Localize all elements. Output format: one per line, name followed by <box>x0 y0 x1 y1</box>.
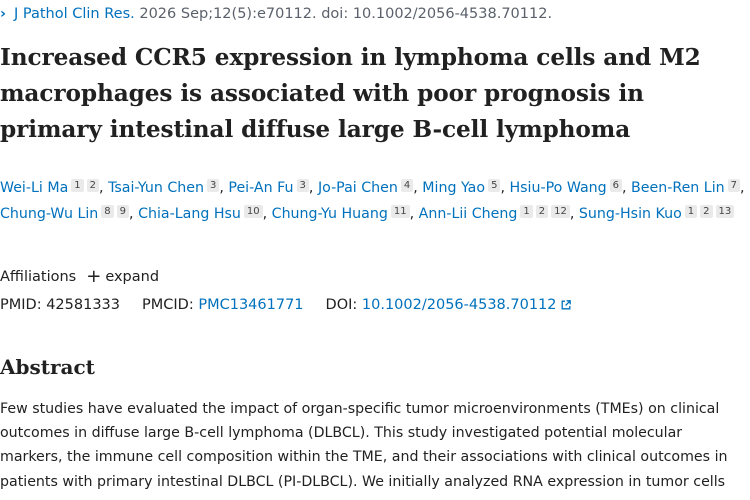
affiliation-badge[interactable]: 3 <box>296 179 309 192</box>
author-link[interactable]: Tsai-Yun Chen <box>108 180 204 196</box>
author-link[interactable]: Chung-Wu Lin <box>0 205 99 222</box>
affiliation-badge[interactable]: 1 <box>71 179 84 192</box>
abstract-line: outcomes in diffuse large B-cell lymphom… <box>0 425 683 442</box>
affiliation-badge[interactable]: 10 <box>243 204 263 218</box>
pmid-value: 42581333 <box>46 297 121 313</box>
author-link[interactable]: Chia-Lang Hsu <box>138 205 241 222</box>
title-line: macrophages is associated with poor prog… <box>0 80 644 107</box>
author-item: Tsai-Yun Chen 3 <box>108 179 220 196</box>
affiliation-badge[interactable]: 1 <box>520 204 533 218</box>
affiliation-badge[interactable]: 12 <box>551 204 570 218</box>
article-title: Increased CCR5 expression in lymphoma ce… <box>0 40 750 148</box>
abstract-line: markers, the immune cell composition wit… <box>0 449 728 466</box>
author-item: Wei-Li Ma 1 2 <box>0 179 100 196</box>
citation-line: › J Pathol Clin Res. 2026 Sep;12(5):e7011… <box>0 3 552 25</box>
affiliation-badge[interactable]: 1 <box>684 204 698 218</box>
author-item: Sung-Hsin Kuo 1 2 13 <box>578 204 735 222</box>
author-link[interactable]: Sung-Hsin Kuo <box>578 205 682 222</box>
plus-icon[interactable]: + <box>86 266 102 287</box>
author-link[interactable]: Ming Yao <box>422 180 486 196</box>
author-list: Wei-Li Ma 1 2, Tsai-Yun Chen 3, Pei-An Fu 3,… <box>0 179 745 222</box>
author-link[interactable]: Ann-Lii Cheng <box>418 205 518 222</box>
journal-link[interactable]: J Pathol Clin Res. <box>14 6 135 22</box>
affiliation-badge[interactable]: 2 <box>535 204 549 218</box>
abstract-line: patients with primary intestinal DLBCL (… <box>0 473 726 490</box>
pmid-label: PMID: <box>0 297 42 313</box>
abstract-text: Few studies have evaluated the impact of… <box>0 397 750 494</box>
affiliation-badge[interactable]: 7 <box>727 179 741 192</box>
title-line: Increased CCR5 expression in lymphoma ce… <box>0 44 701 71</box>
affiliation-badge[interactable]: 11 <box>390 204 410 218</box>
pmcid-link[interactable]: PMC13461771 <box>198 297 304 313</box>
author-item: Chia-Lang Hsu 10 <box>138 204 263 222</box>
affiliation-badge[interactable]: 4 <box>400 179 414 192</box>
affiliation-badge[interactable]: 13 <box>715 204 735 218</box>
author-link[interactable]: Jo-Pai Chen <box>317 180 398 196</box>
author-item: Chung-Yu Huang 11 <box>271 204 410 222</box>
author-item: Been-Ren Lin 7 <box>631 179 741 196</box>
affiliation-badge[interactable]: 5 <box>488 179 501 192</box>
author-link[interactable]: Chung-Yu Huang <box>271 205 388 222</box>
expand-label[interactable]: expand <box>105 269 160 285</box>
author-link[interactable]: Been-Ren Lin <box>631 180 725 196</box>
doi-label: DOI: <box>325 297 358 313</box>
pmcid-label: PMCID: <box>142 297 194 313</box>
author-item: Chung-Wu Lin 8 9 <box>0 204 130 222</box>
doi-value: 10.1002/2056-4538.70112 <box>361 297 557 313</box>
affiliations-toggle[interactable]: Affiliations + expand <box>0 266 159 288</box>
affiliations-label: Affiliations <box>0 269 77 285</box>
citation-details: 2026 Sep;12(5):e70112. doi: 10.1002/2056… <box>134 6 553 22</box>
affiliation-badge[interactable]: 6 <box>609 179 623 192</box>
chevron-right-icon[interactable]: › <box>0 6 6 22</box>
identifiers-row: PMID: 42581333 PMCID: PMC13461771 DOI: 10.… <box>0 294 571 316</box>
author-item: Jo-Pai Chen 4 <box>317 179 414 196</box>
abstract-heading: Abstract <box>0 355 95 379</box>
title-line: primary intestinal diffuse large B-cell … <box>0 116 631 143</box>
author-item: Ann-Lii Cheng 1 2 12 <box>418 204 570 222</box>
affiliation-badge[interactable]: 9 <box>116 204 130 218</box>
author-link[interactable]: Hsiu-Po Wang <box>509 180 607 196</box>
affiliation-badge[interactable]: 8 <box>101 204 114 218</box>
abstract-line: Few studies have evaluated the impact of… <box>0 401 720 417</box>
external-link-icon <box>561 300 571 310</box>
doi-link[interactable]: 10.1002/2056-4538.70112 <box>362 297 571 313</box>
affiliation-badge[interactable]: 3 <box>207 179 220 192</box>
affiliation-badge[interactable]: 2 <box>86 179 100 192</box>
author-link[interactable]: Pei-An Fu <box>228 180 294 196</box>
author-item: Ming Yao 5 <box>422 179 501 196</box>
author-item: Hsiu-Po Wang 6 <box>509 179 623 196</box>
author-link[interactable]: Wei-Li Ma <box>0 180 69 196</box>
affiliation-badge[interactable]: 2 <box>700 204 713 218</box>
author-item: Pei-An Fu 3 <box>228 179 309 196</box>
